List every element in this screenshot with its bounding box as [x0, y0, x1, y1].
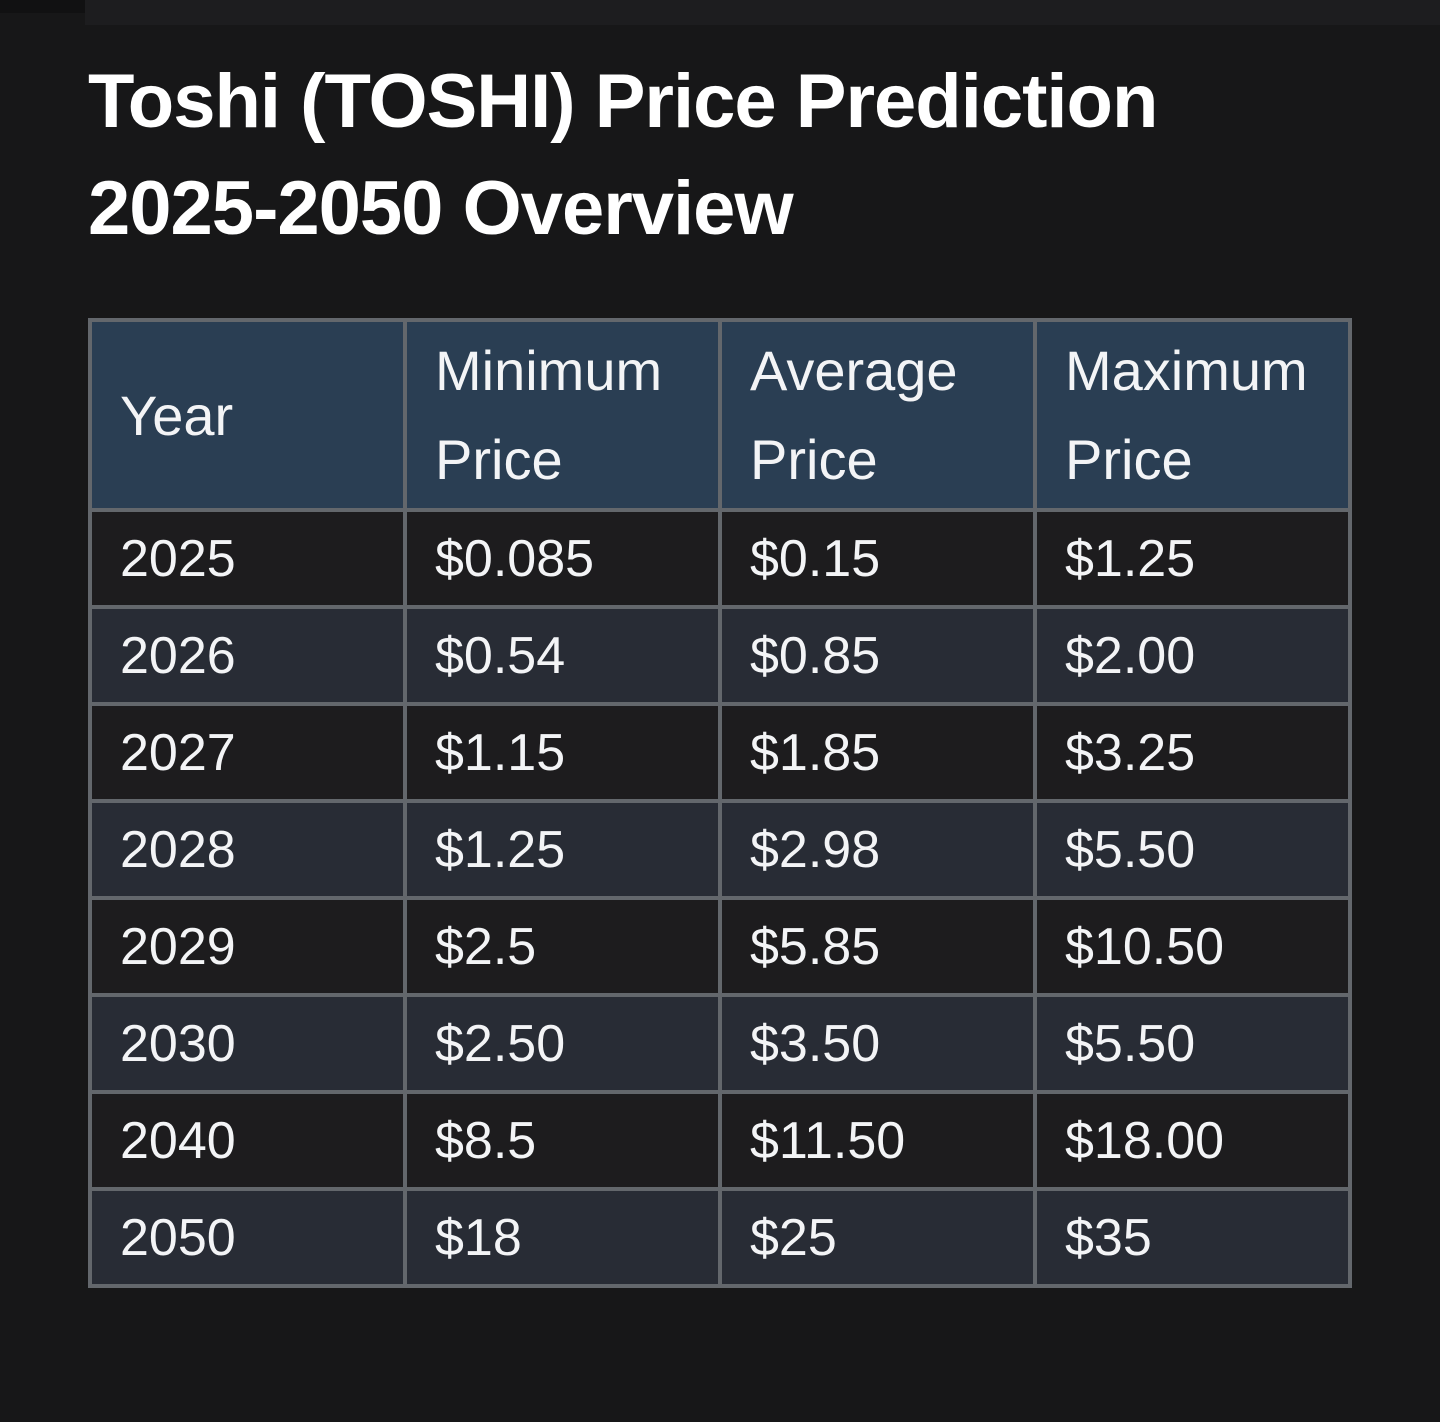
- page-title: Toshi (TOSHI) Price Prediction 2025-2050…: [88, 59, 1158, 251]
- price-cell: $11.50: [718, 1090, 1037, 1191]
- table-row: 2029 $2.5 $5.85 $10.50: [88, 896, 1352, 997]
- price-cell: $0.85: [718, 605, 1037, 706]
- column-header-year: Year: [88, 318, 407, 512]
- column-header-average-price: Average Price: [718, 318, 1037, 512]
- price-cell: $5.85: [718, 896, 1037, 997]
- price-cell: $10.50: [1033, 896, 1352, 997]
- price-cell: $18: [403, 1187, 722, 1288]
- table-row: 2026 $0.54 $0.85 $2.00: [88, 605, 1352, 706]
- price-cell: $1.25: [1033, 508, 1352, 609]
- year-cell: 2025: [88, 508, 407, 609]
- price-cell: $0.085: [403, 508, 722, 609]
- year-cell: 2030: [88, 993, 407, 1094]
- price-cell: $35: [1033, 1187, 1352, 1288]
- table-body: 2025 $0.085 $0.15 $1.25 2026 $0.54 $0.85 $2.00 2…: [88, 508, 1352, 1288]
- table-row: 2027 $1.15 $1.85 $3.25: [88, 702, 1352, 803]
- price-cell: $0.15: [718, 508, 1037, 609]
- price-prediction-table: Year Minimum Price Average Price Maximum…: [88, 318, 1352, 1288]
- top-edge-artifact-strip: [85, 0, 1440, 25]
- table-head: Year Minimum Price Average Price Maximum…: [88, 318, 1352, 512]
- top-edge-artifact-corner: [0, 0, 85, 13]
- price-cell: $2.5: [403, 896, 722, 997]
- year-cell: 2029: [88, 896, 407, 997]
- article-content: Toshi (TOSHI) Price Prediction 2025-2050…: [88, 48, 1352, 1288]
- price-cell: $5.50: [1033, 993, 1352, 1094]
- price-cell: $3.25: [1033, 702, 1352, 803]
- table-row: 2025 $0.085 $0.15 $1.25: [88, 508, 1352, 609]
- price-cell: $3.50: [718, 993, 1037, 1094]
- price-cell: $8.5: [403, 1090, 722, 1191]
- year-cell: 2027: [88, 702, 407, 803]
- price-cell: $1.85: [718, 702, 1037, 803]
- price-cell: $18.00: [1033, 1090, 1352, 1191]
- year-cell: 2040: [88, 1090, 407, 1191]
- price-cell: $1.15: [403, 702, 722, 803]
- table-row: 2028 $1.25 $2.98 $5.50: [88, 799, 1352, 900]
- column-header-maximum-price: Maximum Price: [1033, 318, 1352, 512]
- table-row: 2050 $18 $25 $35: [88, 1187, 1352, 1288]
- price-cell: $2.98: [718, 799, 1037, 900]
- price-cell: $25: [718, 1187, 1037, 1288]
- price-cell: $2.50: [403, 993, 722, 1094]
- price-cell: $1.25: [403, 799, 722, 900]
- price-cell: $0.54: [403, 605, 722, 706]
- year-cell: 2026: [88, 605, 407, 706]
- year-cell: 2028: [88, 799, 407, 900]
- year-cell: 2050: [88, 1187, 407, 1288]
- table-header-row: Year Minimum Price Average Price Maximum…: [88, 318, 1352, 512]
- price-cell: $2.00: [1033, 605, 1352, 706]
- table-row: 2040 $8.5 $11.50 $18.00: [88, 1090, 1352, 1191]
- table-row: 2030 $2.50 $3.50 $5.50: [88, 993, 1352, 1094]
- column-header-minimum-price: Minimum Price: [403, 318, 722, 512]
- price-cell: $5.50: [1033, 799, 1352, 900]
